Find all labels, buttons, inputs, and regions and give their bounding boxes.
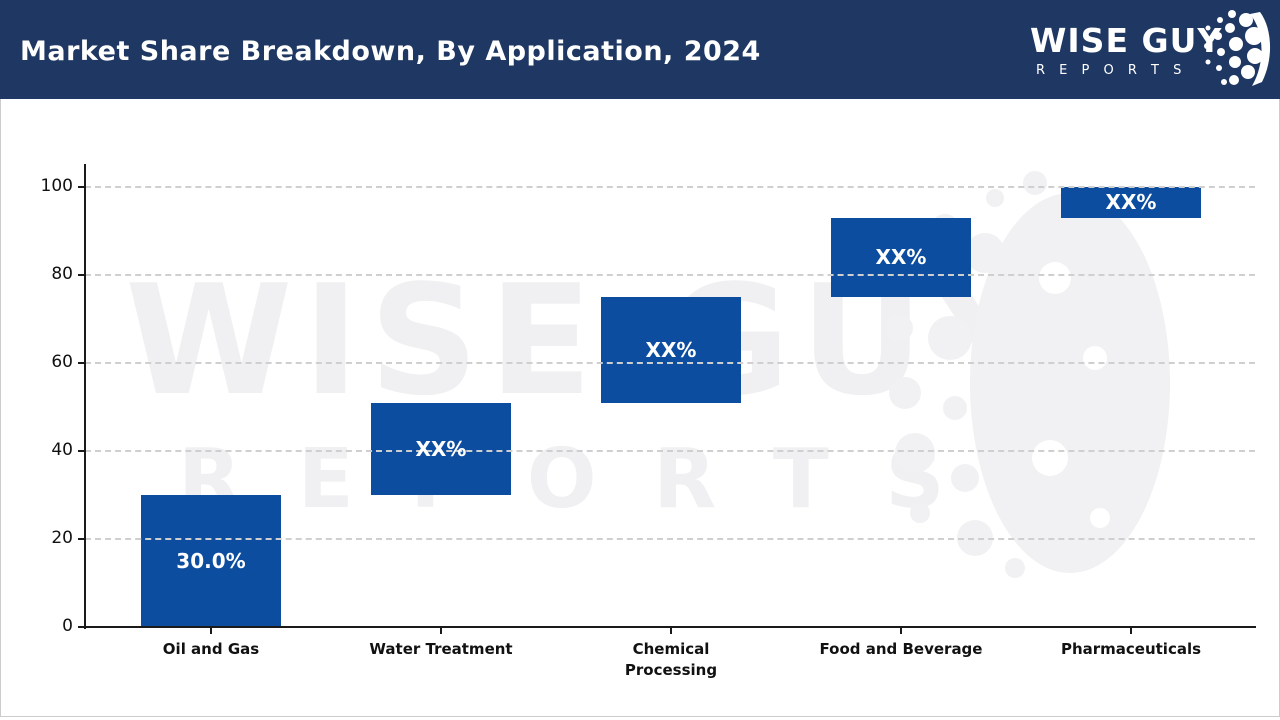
- bar-oil-and-gas: [141, 495, 281, 627]
- y-tick-label-20: 20: [51, 528, 73, 548]
- y-tick-label-40: 40: [51, 440, 73, 460]
- logo-head-dots: [1204, 10, 1271, 86]
- y-tick-mark-20: [78, 538, 85, 540]
- bar-food-and-beverage: [831, 217, 971, 297]
- wise-guy-reports-logo: WISE GUY R E P O R T S: [1030, 10, 1271, 86]
- x-axis-line: [84, 626, 1256, 628]
- bar-value-label: XX%: [415, 436, 467, 461]
- y-tick-label-100: 100: [40, 176, 73, 196]
- y-tick-mark-100: [78, 186, 85, 188]
- x-category-label: Water Treatment: [369, 640, 513, 658]
- y-tick-mark-60: [78, 362, 85, 364]
- logo-sub-text: R E P O R T S: [1036, 63, 1186, 78]
- bar-chemical-processing: [601, 297, 741, 403]
- y-tick-mark-0: [78, 626, 85, 628]
- bar-value-label: 30.0%: [176, 549, 246, 573]
- x-tick-mark: [900, 628, 902, 634]
- bar-value-label: XX%: [1105, 190, 1157, 215]
- x-tick-mark: [1130, 628, 1132, 634]
- gridline-100: [85, 186, 1255, 188]
- header-bar: Market Share Breakdown, By Application, …: [0, 0, 1280, 99]
- x-category-label: Pharmaceuticals: [1060, 640, 1202, 658]
- page-title: Market Share Breakdown, By Application, …: [20, 36, 761, 67]
- gridline-60: [85, 362, 1255, 364]
- logo-wordmark-text: WISE GUY: [1030, 21, 1222, 60]
- y-tick-mark-40: [78, 450, 85, 452]
- x-category-label: Food and Beverage: [819, 640, 983, 658]
- gridline-20: [85, 538, 1255, 540]
- gridline-40: [85, 450, 1255, 452]
- x-tick-mark: [670, 628, 672, 634]
- bar-value-label: XX%: [875, 245, 927, 270]
- y-tick-mark-80: [78, 274, 85, 276]
- bar-pharmaceuticals: [1061, 187, 1201, 218]
- x-category-label: Oil and Gas: [162, 640, 260, 658]
- x-category-label: Chemical Processing: [624, 640, 718, 679]
- bar-water-treatment: [371, 402, 511, 495]
- bar-value-label: XX%: [645, 337, 697, 362]
- x-tick-mark: [210, 628, 212, 634]
- x-tick-mark: [440, 628, 442, 634]
- watermark-reports: R E P O R T S: [178, 432, 959, 527]
- y-tick-label-80: 80: [51, 264, 73, 284]
- gridline-80: [85, 274, 1255, 276]
- y-axis-line: [84, 164, 86, 629]
- y-tick-label-0: 0: [62, 616, 73, 636]
- y-tick-label-60: 60: [51, 352, 73, 372]
